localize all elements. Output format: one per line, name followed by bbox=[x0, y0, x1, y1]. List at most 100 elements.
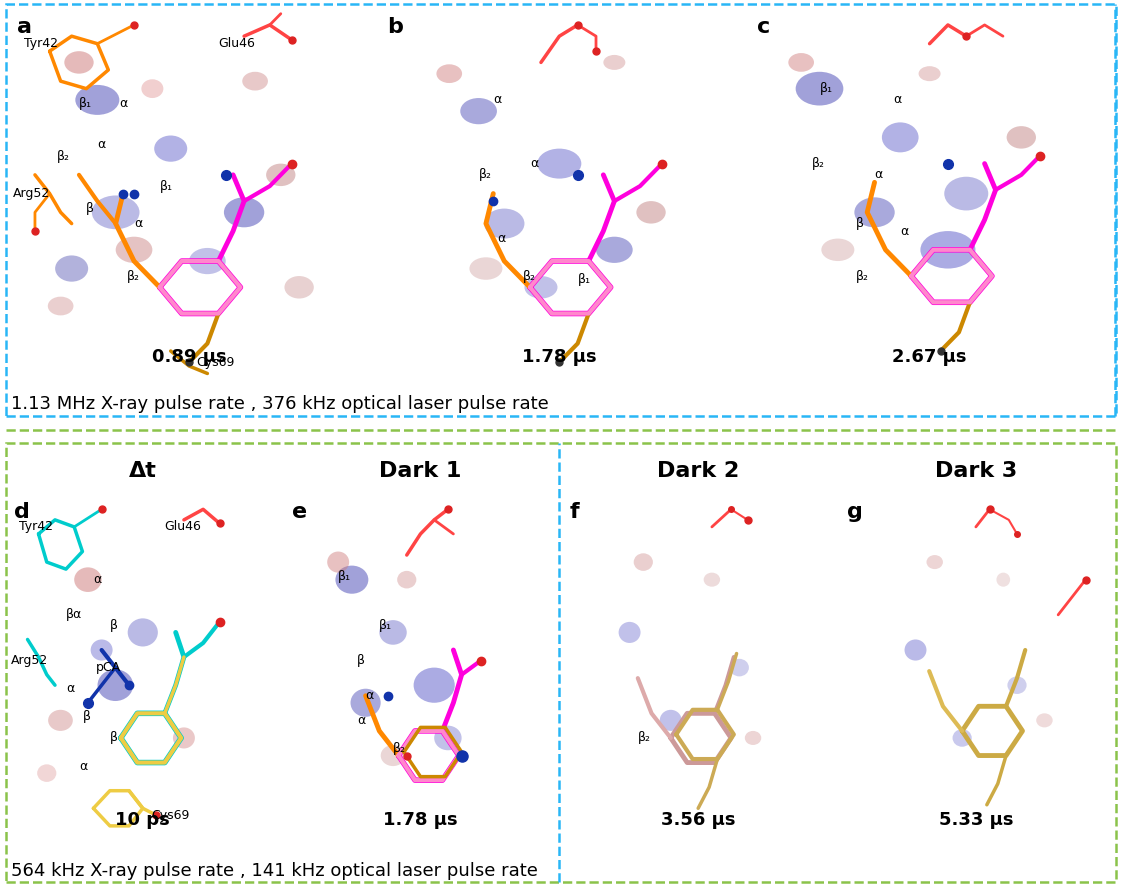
Ellipse shape bbox=[636, 201, 665, 223]
Text: β₂: β₂ bbox=[812, 157, 825, 170]
Text: Tyr42: Tyr42 bbox=[19, 520, 54, 533]
Ellipse shape bbox=[75, 85, 119, 115]
Text: β₁: β₁ bbox=[578, 273, 590, 286]
Ellipse shape bbox=[945, 176, 988, 211]
Ellipse shape bbox=[48, 297, 73, 315]
Text: Glu46: Glu46 bbox=[165, 520, 202, 533]
Text: α: α bbox=[893, 93, 901, 106]
Text: 1.78 μs: 1.78 μs bbox=[383, 812, 458, 829]
Ellipse shape bbox=[703, 572, 720, 587]
Text: α: α bbox=[93, 573, 102, 587]
Ellipse shape bbox=[55, 255, 89, 282]
Ellipse shape bbox=[953, 729, 972, 747]
Ellipse shape bbox=[74, 567, 102, 592]
Text: β₂: β₂ bbox=[523, 269, 535, 283]
Text: a: a bbox=[17, 18, 31, 37]
Ellipse shape bbox=[242, 72, 268, 90]
Ellipse shape bbox=[397, 571, 416, 588]
Text: α: α bbox=[80, 759, 88, 773]
Text: 2.67 μs: 2.67 μs bbox=[892, 348, 967, 366]
Ellipse shape bbox=[574, 597, 629, 668]
Ellipse shape bbox=[64, 51, 93, 74]
Ellipse shape bbox=[854, 198, 894, 228]
Text: g: g bbox=[847, 502, 863, 522]
Text: Arg52: Arg52 bbox=[11, 654, 48, 667]
Ellipse shape bbox=[537, 149, 581, 179]
Ellipse shape bbox=[1037, 713, 1052, 727]
Text: β₁: β₁ bbox=[159, 180, 173, 192]
Ellipse shape bbox=[795, 72, 844, 105]
Ellipse shape bbox=[154, 136, 187, 162]
Text: β: β bbox=[86, 202, 94, 215]
Ellipse shape bbox=[634, 553, 653, 571]
Ellipse shape bbox=[335, 565, 368, 594]
Ellipse shape bbox=[484, 208, 524, 238]
Text: α: α bbox=[119, 97, 128, 110]
Ellipse shape bbox=[224, 198, 265, 228]
Text: Dark 1: Dark 1 bbox=[379, 461, 461, 481]
Ellipse shape bbox=[660, 710, 682, 731]
Ellipse shape bbox=[102, 494, 211, 547]
Text: β₁: β₁ bbox=[79, 97, 92, 110]
Text: β: β bbox=[110, 732, 118, 744]
Ellipse shape bbox=[48, 710, 73, 731]
Ellipse shape bbox=[1073, 100, 1116, 213]
Ellipse shape bbox=[1083, 579, 1115, 685]
Ellipse shape bbox=[188, 248, 226, 274]
Ellipse shape bbox=[434, 726, 461, 750]
Ellipse shape bbox=[904, 640, 927, 661]
Ellipse shape bbox=[697, 137, 752, 250]
Text: β: β bbox=[856, 217, 864, 230]
Ellipse shape bbox=[226, 676, 280, 765]
Text: 0.89 μs: 0.89 μs bbox=[151, 348, 227, 366]
Text: α: α bbox=[497, 232, 505, 245]
Ellipse shape bbox=[379, 620, 407, 645]
Text: Glu46: Glu46 bbox=[219, 37, 256, 51]
Ellipse shape bbox=[116, 237, 153, 263]
Text: β₁: β₁ bbox=[819, 82, 833, 95]
Ellipse shape bbox=[37, 765, 56, 782]
Ellipse shape bbox=[927, 555, 942, 569]
Text: 1.13 MHz X-ray pulse rate , 376 kHz optical laser pulse rate: 1.13 MHz X-ray pulse rate , 376 kHz opti… bbox=[11, 395, 549, 413]
Text: β₂: β₂ bbox=[479, 168, 491, 182]
Text: d: d bbox=[13, 502, 29, 522]
Ellipse shape bbox=[460, 98, 497, 124]
Text: β₂: β₂ bbox=[856, 269, 870, 283]
Text: α: α bbox=[494, 93, 502, 106]
Text: βα: βα bbox=[66, 609, 82, 621]
Text: α: α bbox=[900, 224, 909, 237]
Ellipse shape bbox=[15, 72, 107, 203]
Text: α: α bbox=[874, 168, 883, 182]
Text: 5.33 μs: 5.33 μs bbox=[939, 812, 1013, 829]
Ellipse shape bbox=[596, 237, 633, 263]
Ellipse shape bbox=[414, 668, 454, 703]
Ellipse shape bbox=[604, 55, 625, 70]
Ellipse shape bbox=[629, 488, 766, 531]
Text: 564 kHz X-ray pulse rate , 141 kHz optical laser pulse rate: 564 kHz X-ray pulse rate , 141 kHz optic… bbox=[11, 862, 539, 880]
Ellipse shape bbox=[128, 618, 158, 647]
Text: α: α bbox=[98, 138, 105, 152]
Ellipse shape bbox=[141, 79, 164, 98]
Text: β₂: β₂ bbox=[393, 742, 406, 755]
Text: β₂: β₂ bbox=[57, 150, 70, 163]
Text: Cys69: Cys69 bbox=[196, 356, 234, 369]
Ellipse shape bbox=[853, 597, 908, 668]
Text: α: α bbox=[530, 157, 539, 170]
Ellipse shape bbox=[300, 203, 373, 297]
Text: β: β bbox=[82, 711, 91, 723]
Ellipse shape bbox=[98, 669, 134, 701]
Ellipse shape bbox=[266, 164, 295, 186]
Ellipse shape bbox=[523, 615, 564, 720]
Text: pCA: pCA bbox=[96, 661, 121, 674]
Text: β₁: β₁ bbox=[338, 570, 351, 583]
Ellipse shape bbox=[328, 551, 349, 572]
Text: Δt: Δt bbox=[129, 461, 157, 481]
Text: b: b bbox=[387, 18, 403, 37]
Text: e: e bbox=[292, 502, 306, 522]
Ellipse shape bbox=[729, 659, 748, 676]
Text: β₁: β₁ bbox=[379, 619, 393, 632]
Text: c: c bbox=[757, 18, 771, 37]
Text: 3.56 μs: 3.56 μs bbox=[661, 812, 735, 829]
Text: Tyr42: Tyr42 bbox=[24, 37, 58, 51]
Ellipse shape bbox=[92, 196, 139, 229]
